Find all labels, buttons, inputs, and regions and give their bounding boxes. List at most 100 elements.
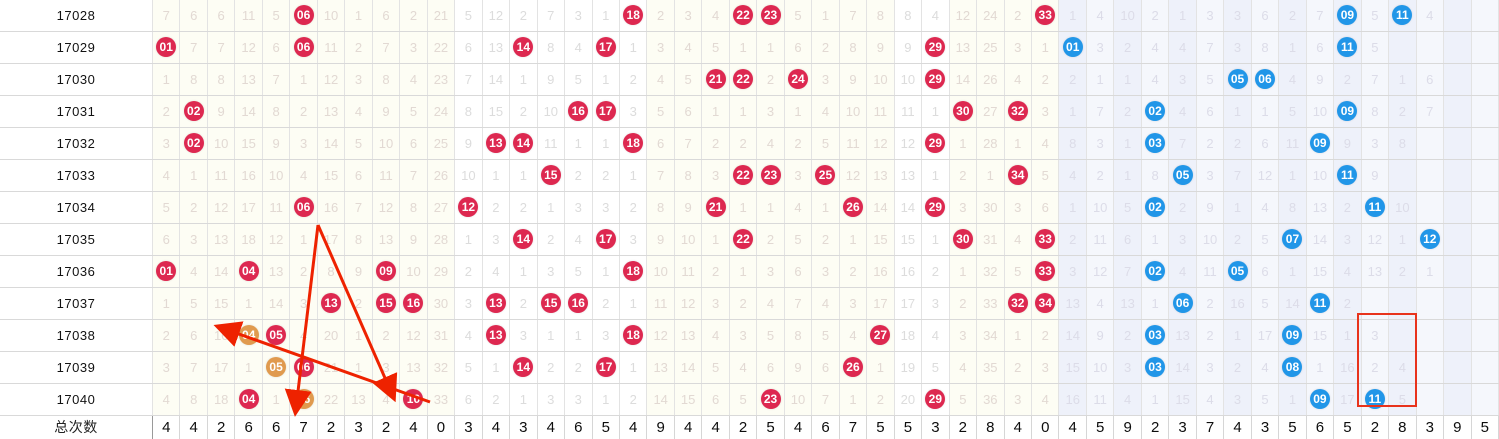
cell-blue-8[interactable]: 5: [1251, 287, 1280, 320]
cell-blue-4[interactable]: 02: [1141, 191, 1170, 224]
cell-blue-7[interactable]: 3: [1223, 383, 1252, 416]
cell-red-1[interactable]: 3: [152, 351, 181, 384]
cell-red-15[interactable]: 2: [537, 351, 566, 384]
cell-blue-16[interactable]: [1471, 319, 1499, 352]
cell-red-32[interactable]: 2: [1004, 0, 1033, 32]
cell-red-24[interactable]: 5: [784, 0, 813, 32]
cell-blue-12[interactable]: 11: [1361, 383, 1390, 416]
issue-label[interactable]: 17038: [0, 319, 153, 352]
cell-red-17[interactable]: 1: [592, 0, 620, 32]
cell-blue-1[interactable]: 14: [1058, 319, 1087, 352]
cell-red-26[interactable]: 1: [839, 383, 868, 416]
cell-blue-8[interactable]: 06: [1251, 63, 1280, 96]
cell-red-12[interactable]: 5: [454, 0, 483, 32]
cell-red-23[interactable]: 4: [756, 127, 785, 160]
cell-red-12[interactable]: 6: [454, 31, 483, 64]
cell-red-26[interactable]: 9: [839, 63, 868, 96]
cell-blue-8[interactable]: 8: [1251, 31, 1280, 64]
cell-red-16[interactable]: 5: [564, 255, 593, 288]
cell-red-11[interactable]: 22: [427, 31, 456, 64]
cell-blue-13[interactable]: [1388, 287, 1417, 320]
cell-blue-13[interactable]: 2: [1388, 95, 1417, 128]
cell-red-9[interactable]: 8: [372, 63, 401, 96]
cell-red-7[interactable]: 12: [317, 63, 346, 96]
cell-red-22[interactable]: 1: [729, 191, 758, 224]
cell-red-12[interactable]: 10: [454, 159, 483, 192]
cell-red-17[interactable]: 1: [592, 255, 620, 288]
cell-red-28[interactable]: 14: [894, 191, 923, 224]
cell-red-27[interactable]: 2: [866, 383, 895, 416]
cell-red-26[interactable]: 2: [839, 255, 868, 288]
cell-red-1[interactable]: 1: [152, 63, 181, 96]
cell-blue-10[interactable]: 09: [1306, 127, 1335, 160]
table-row[interactable]: 17036 01 4 14 04 13 2 8 9 09 10 29 2 4 1 3 5 1 18 10 11 2 1 3 6 3…: [0, 255, 1499, 288]
cell-red-27[interactable]: 15: [866, 223, 895, 256]
cell-blue-12[interactable]: 3: [1361, 319, 1390, 352]
cell-blue-13[interactable]: 5: [1388, 383, 1417, 416]
cell-red-10[interactable]: 4: [399, 63, 428, 96]
cell-blue-11[interactable]: 2: [1333, 287, 1362, 320]
cell-blue-15[interactable]: [1443, 0, 1472, 32]
cell-blue-4[interactable]: 03: [1141, 127, 1170, 160]
cell-red-4[interactable]: 13: [234, 63, 263, 96]
cell-blue-8[interactable]: 5: [1251, 383, 1280, 416]
cell-red-29[interactable]: 4: [921, 319, 950, 352]
cell-red-13[interactable]: 13: [482, 287, 511, 320]
cell-red-19[interactable]: 12: [646, 319, 675, 352]
cell-red-33[interactable]: 33: [1031, 0, 1060, 32]
cell-red-27[interactable]: 17: [866, 287, 895, 320]
cell-red-14[interactable]: 1: [509, 383, 538, 416]
cell-red-25[interactable]: 4: [811, 287, 840, 320]
cell-red-5[interactable]: 11: [262, 191, 291, 224]
cell-blue-3[interactable]: 2: [1113, 95, 1142, 128]
cell-red-13[interactable]: 15: [482, 95, 511, 128]
cell-blue-16[interactable]: [1471, 63, 1499, 96]
cell-red-11[interactable]: 33: [427, 383, 456, 416]
cell-red-33[interactable]: 4: [1031, 383, 1060, 416]
cell-blue-3[interactable]: 10: [1113, 0, 1142, 32]
cell-red-28[interactable]: 18: [894, 319, 923, 352]
cell-blue-16[interactable]: [1471, 383, 1499, 416]
cell-red-14[interactable]: 14: [509, 351, 538, 384]
cell-blue-11[interactable]: 1: [1333, 319, 1362, 352]
cell-blue-14[interactable]: 12: [1416, 223, 1445, 256]
cell-red-4[interactable]: 1: [234, 287, 263, 320]
cell-red-1[interactable]: 3: [152, 127, 181, 160]
cell-blue-15[interactable]: [1443, 31, 1472, 64]
cell-red-16[interactable]: 3: [564, 191, 593, 224]
cell-red-2[interactable]: 02: [179, 95, 208, 128]
cell-blue-12[interactable]: 13: [1361, 255, 1390, 288]
issue-label[interactable]: 17028: [0, 0, 153, 32]
cell-red-7[interactable]: 8: [317, 255, 346, 288]
cell-red-29[interactable]: 1: [921, 159, 950, 192]
cell-blue-5[interactable]: 2: [1168, 191, 1197, 224]
cell-red-6[interactable]: 2: [289, 95, 318, 128]
cell-red-20[interactable]: 11: [674, 255, 703, 288]
cell-blue-5[interactable]: 3: [1168, 223, 1197, 256]
table-row[interactable]: 17035 6 3 13 18 12 1 17 8 13 9 28 1 3 14 2 4 17 3 9 10 1 22 2 5 2…: [0, 223, 1499, 256]
cell-blue-1[interactable]: 01: [1058, 31, 1087, 64]
cell-red-3[interactable]: 13: [207, 223, 236, 256]
cell-red-6[interactable]: 3: [289, 287, 318, 320]
cell-blue-9[interactable]: 1: [1278, 159, 1307, 192]
cell-red-5[interactable]: 05: [262, 351, 291, 384]
cell-blue-8[interactable]: 6: [1251, 255, 1280, 288]
cell-red-5[interactable]: 1: [262, 383, 291, 416]
cell-red-32[interactable]: 32: [1004, 95, 1033, 128]
cell-blue-16[interactable]: [1471, 351, 1499, 384]
cell-blue-8[interactable]: 17: [1251, 319, 1280, 352]
cell-red-4[interactable]: 12: [234, 31, 263, 64]
cell-blue-11[interactable]: 2: [1333, 191, 1362, 224]
cell-red-26[interactable]: 7: [839, 0, 868, 32]
cell-red-25[interactable]: 5: [811, 319, 840, 352]
cell-blue-6[interactable]: 7: [1196, 31, 1225, 64]
cell-red-8[interactable]: 3: [344, 63, 373, 96]
cell-red-1[interactable]: 2: [152, 95, 181, 128]
table-row[interactable]: 17037 1 5 15 1 14 3 13 2 15 16 30 3 13 2 15 16 2 1 11 12 3 2 4 7…: [0, 287, 1499, 320]
cell-blue-3[interactable]: 1: [1113, 159, 1142, 192]
cell-red-10[interactable]: 10: [399, 255, 428, 288]
cell-red-12[interactable]: 6: [454, 383, 483, 416]
issue-label[interactable]: 17034: [0, 191, 153, 224]
cell-red-28[interactable]: 11: [894, 95, 923, 128]
cell-blue-4[interactable]: 8: [1141, 159, 1170, 192]
